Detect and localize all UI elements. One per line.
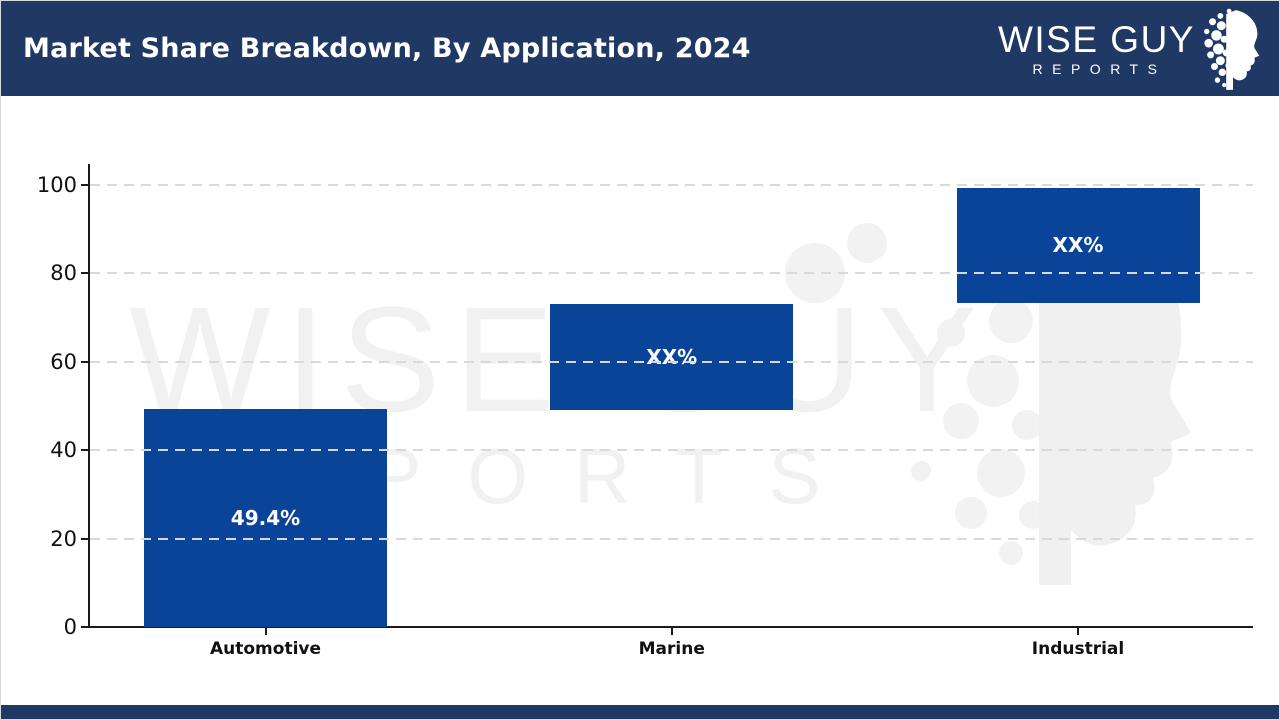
bar-value-label: XX% (646, 344, 698, 369)
x-axis-line (88, 626, 1253, 628)
bar-industrial: XX% (956, 187, 1200, 303)
y-tick-label: 80 (50, 261, 77, 286)
x-tick-mark (1077, 628, 1079, 635)
gridline (90, 184, 1253, 186)
y-tick-label: 60 (50, 349, 77, 374)
y-tick-mark (81, 449, 88, 452)
x-tick-label-industrial: Industrial (1031, 639, 1125, 659)
x-tick-label-marine: Marine (638, 639, 705, 659)
brand-head-icon (1204, 8, 1260, 90)
x-tick-label-automotive: Automotive (209, 639, 322, 659)
x-tick-mark (264, 628, 267, 635)
footer-bar (1, 705, 1279, 719)
gridline (90, 449, 1253, 452)
y-tick-mark (81, 184, 88, 186)
y-tick-label: 20 (50, 526, 77, 551)
gridline (90, 360, 1253, 363)
gridline (90, 537, 1253, 540)
brand-subtitle: REPORTS (1032, 61, 1167, 77)
gridline (90, 272, 1253, 275)
chart-title: Market Share Breakdown, By Application, … (23, 33, 751, 64)
bar-value-label: 49.4% (230, 505, 301, 530)
brand-name: WISE GUY (997, 19, 1195, 60)
y-tick-label: 40 (50, 438, 77, 463)
y-axis-line (88, 164, 90, 628)
y-tick-mark (81, 360, 88, 363)
y-tick-mark (81, 626, 88, 628)
y-tick-label: 0 (63, 615, 77, 639)
header-bar: Market Share Breakdown, By Application, … (1, 1, 1279, 96)
x-tick-mark (670, 628, 673, 635)
bar-value-label: XX% (1052, 233, 1104, 258)
brand-logo: WISE GUY REPORTS (998, 5, 1269, 93)
bar-automotive: 49.4% (144, 408, 387, 627)
brand-wordmark: WISE GUY REPORTS (997, 19, 1195, 78)
y-tick-mark (81, 272, 88, 275)
y-tick-label: 100 (36, 173, 77, 197)
y-tick-mark (81, 537, 88, 540)
bar-marine: XX% (550, 303, 794, 410)
